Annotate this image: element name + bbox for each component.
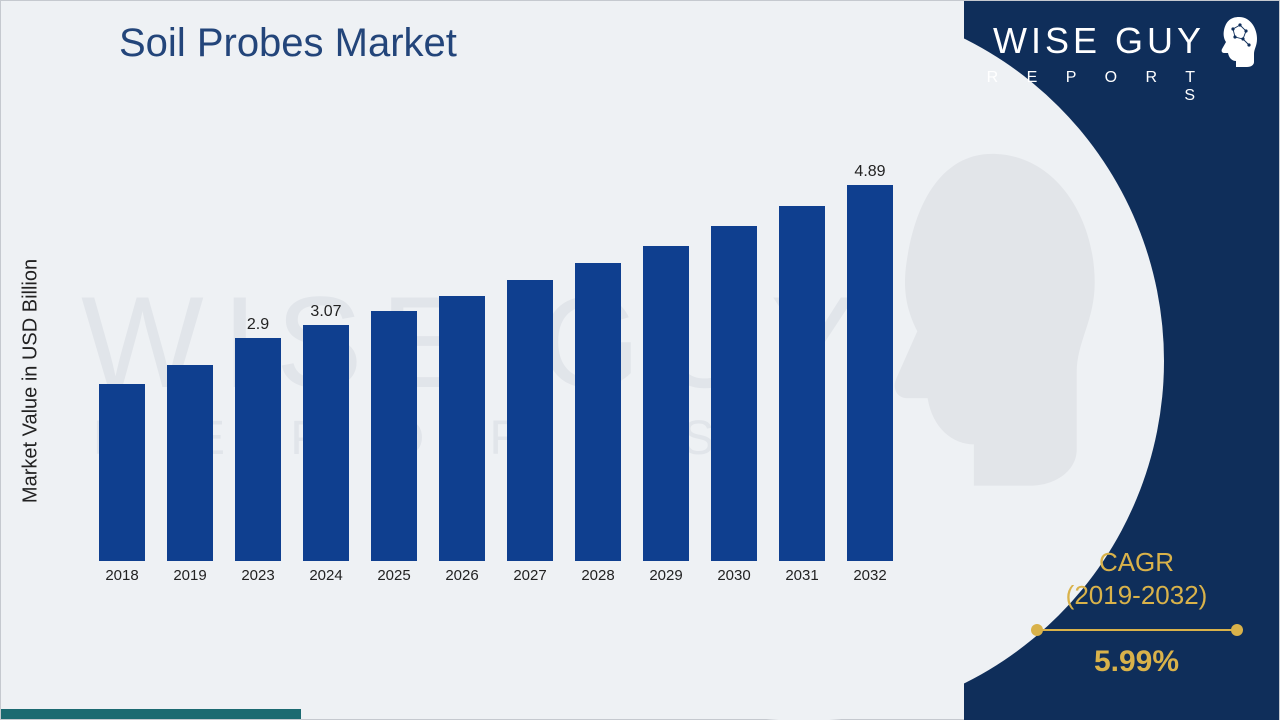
cagr-block: CAGR (2019-2032) 5.99%	[994, 547, 1279, 679]
bar-wrap	[505, 280, 555, 561]
logo-head-icon	[1213, 15, 1259, 67]
bar-wrap	[641, 246, 691, 561]
bar	[847, 185, 893, 561]
bar-wrap	[437, 296, 487, 561]
page-root: WISE GUY R E P O R T S CAGR (2019-2032) …	[0, 0, 1280, 720]
x-axis: 2018 2019 2023 2024 2025 2026 2027 2028 2029 2030…	[91, 561, 901, 601]
bar-value-label: 2.9	[247, 316, 269, 334]
bar-wrap	[165, 365, 215, 561]
bars-container: 2.9 3.07 4.89	[91, 161, 901, 561]
bar-value-label: 4.89	[854, 163, 885, 181]
bar-wrap	[777, 206, 827, 561]
bar-wrap: 2.9	[233, 338, 283, 561]
x-tick: 2029	[641, 561, 691, 601]
bottom-strip	[1, 709, 301, 719]
cagr-label: CAGR	[994, 547, 1279, 578]
cagr-divider	[1037, 629, 1237, 631]
bar	[439, 296, 485, 561]
x-tick: 2031	[777, 561, 827, 601]
bar	[235, 338, 281, 561]
logo-main-row: WISE GUY	[979, 15, 1259, 67]
x-tick: 2023	[233, 561, 283, 601]
plot-area: 2.9 3.07 4.89	[91, 161, 901, 561]
chart-area: Market Value in USD Billion 2.93.074.89 …	[61, 161, 901, 601]
bar-wrap	[369, 311, 419, 561]
chart-title: Soil Probes Market	[119, 21, 457, 66]
x-tick: 2030	[709, 561, 759, 601]
cagr-range: (2019-2032)	[994, 580, 1279, 611]
bar	[575, 263, 621, 561]
bar-value-label: 3.07	[310, 303, 341, 321]
bar	[507, 280, 553, 561]
x-tick: 2028	[573, 561, 623, 601]
bar	[643, 246, 689, 561]
x-tick: 2026	[437, 561, 487, 601]
x-tick: 2019	[165, 561, 215, 601]
y-axis-label: Market Value in USD Billion	[20, 259, 43, 503]
bar-wrap: 4.89	[845, 185, 895, 561]
bar	[371, 311, 417, 561]
bar-wrap	[573, 263, 623, 561]
x-tick: 2027	[505, 561, 555, 601]
bar-wrap	[97, 384, 147, 561]
x-tick: 2018	[97, 561, 147, 601]
bar	[711, 226, 757, 561]
bar	[99, 384, 145, 561]
x-tick: 2032	[845, 561, 895, 601]
logo-sub-text: R E P O R T S	[979, 69, 1259, 105]
bar	[303, 325, 349, 561]
bar	[167, 365, 213, 561]
bar-wrap: 3.07	[301, 325, 351, 561]
logo-main-text: WISE GUY	[993, 23, 1205, 59]
x-tick: 2025	[369, 561, 419, 601]
bar	[779, 206, 825, 561]
logo: WISE GUY R E P O R T S	[979, 15, 1259, 105]
cagr-value: 5.99%	[994, 645, 1279, 679]
x-tick: 2024	[301, 561, 351, 601]
bar-wrap	[709, 226, 759, 561]
